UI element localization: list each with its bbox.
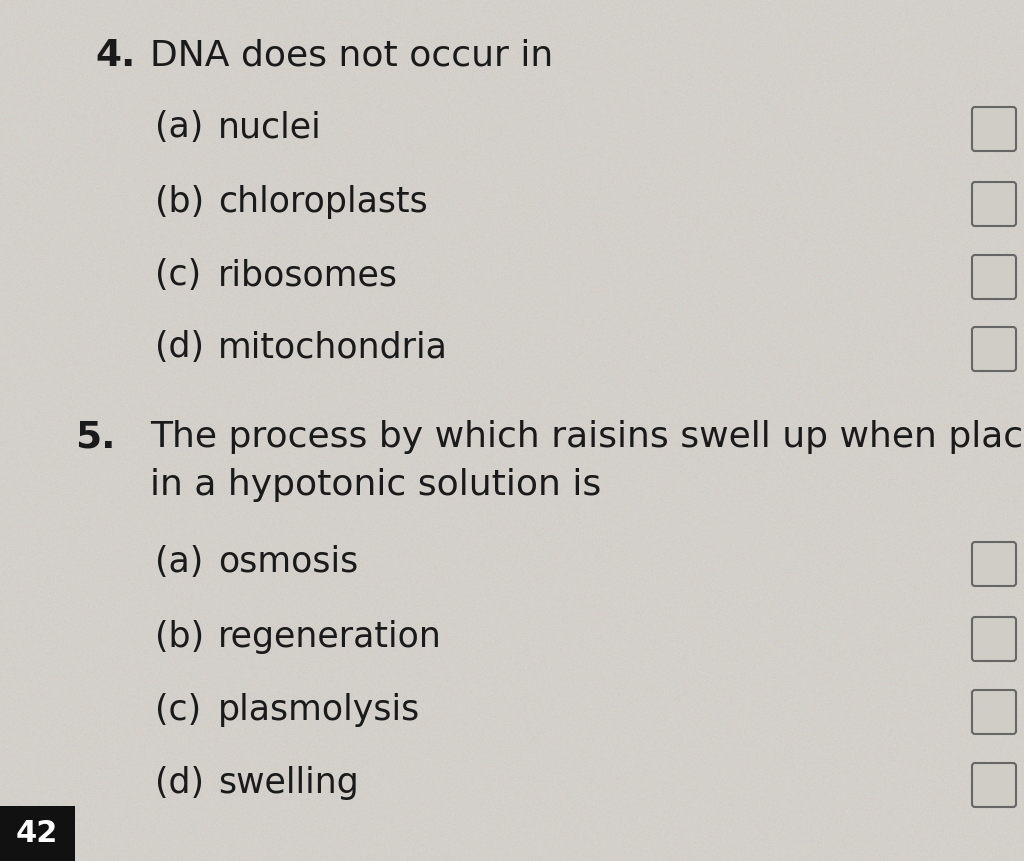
Text: (c): (c) — [155, 258, 201, 292]
Text: ribosomes: ribosomes — [218, 258, 398, 292]
Text: (c): (c) — [155, 693, 201, 727]
Text: 4.: 4. — [95, 38, 135, 74]
FancyBboxPatch shape — [972, 690, 1016, 734]
Text: (b): (b) — [155, 185, 204, 219]
FancyBboxPatch shape — [972, 617, 1016, 661]
Text: 5.: 5. — [75, 420, 116, 456]
FancyBboxPatch shape — [972, 763, 1016, 807]
Text: in a hypotonic solution is: in a hypotonic solution is — [150, 468, 601, 502]
Bar — [0, 806, 75, 861]
Text: chloroplasts: chloroplasts — [218, 185, 428, 219]
Text: DNA does not occur in: DNA does not occur in — [150, 38, 553, 72]
Text: plasmolysis: plasmolysis — [218, 693, 420, 727]
Text: 42: 42 — [15, 820, 58, 848]
Text: (b): (b) — [155, 620, 204, 654]
FancyBboxPatch shape — [972, 327, 1016, 371]
Text: regeneration: regeneration — [218, 620, 442, 654]
FancyBboxPatch shape — [972, 107, 1016, 151]
FancyBboxPatch shape — [972, 182, 1016, 226]
Text: (d): (d) — [155, 330, 204, 364]
Text: osmosis: osmosis — [218, 545, 358, 579]
FancyBboxPatch shape — [972, 542, 1016, 586]
Text: (a): (a) — [155, 110, 203, 144]
Text: nuclei: nuclei — [218, 110, 322, 144]
Text: (a): (a) — [155, 545, 203, 579]
FancyBboxPatch shape — [972, 255, 1016, 299]
Text: The process by which raisins swell up when placed: The process by which raisins swell up wh… — [150, 420, 1024, 454]
Text: swelling: swelling — [218, 766, 358, 800]
Text: (d): (d) — [155, 766, 204, 800]
Text: mitochondria: mitochondria — [218, 330, 447, 364]
